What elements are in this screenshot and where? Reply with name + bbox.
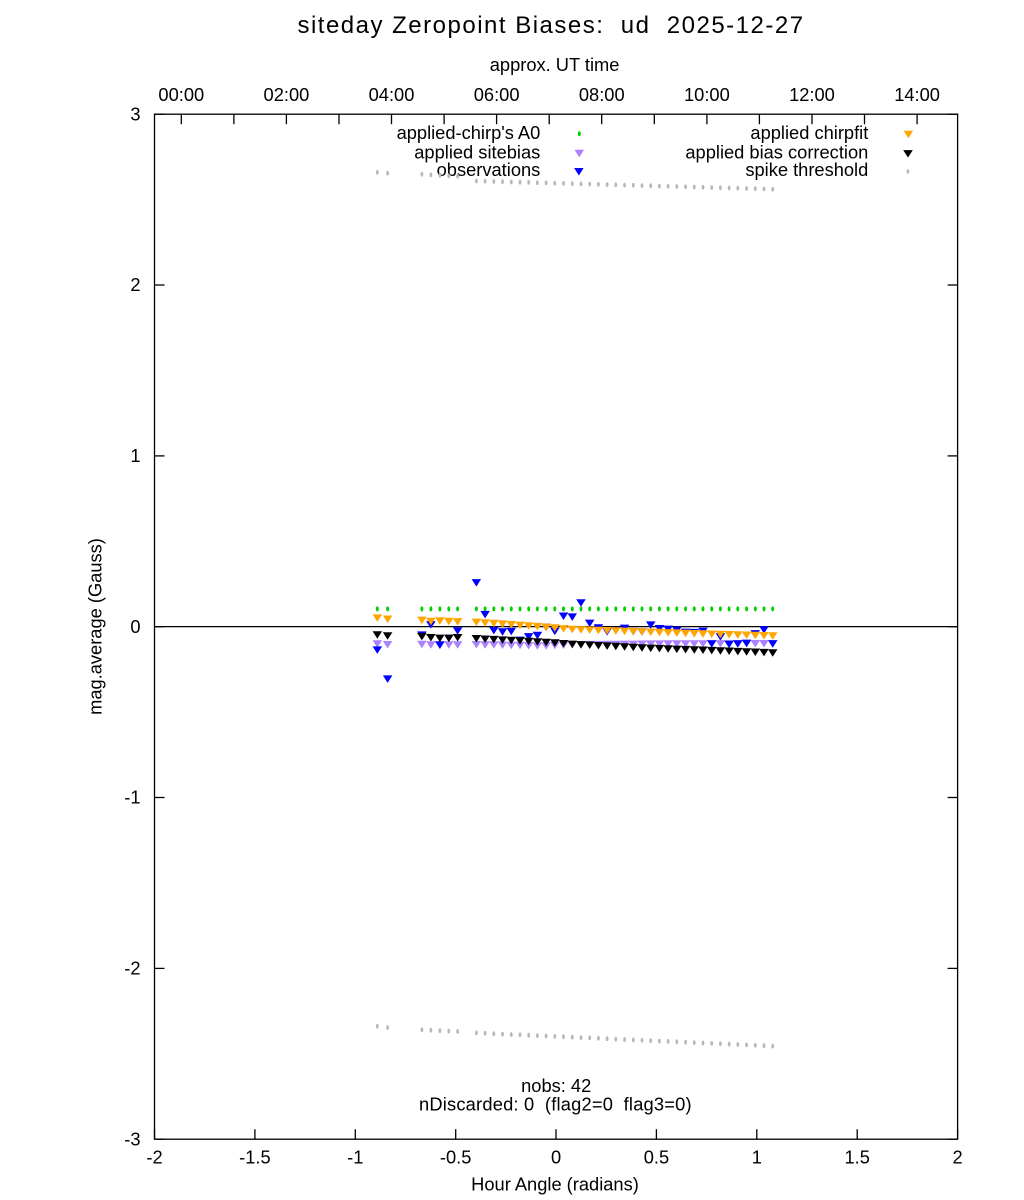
svg-text:applied bias correction: applied bias correction (685, 141, 868, 162)
svg-text:siteday Zeropoint Biases: ud: siteday Zeropoint Biases: ud 2025-12-27 (297, 12, 804, 39)
svg-text:02:00: 02:00 (264, 84, 310, 105)
svg-text:-3: -3 (124, 1128, 140, 1149)
svg-text:0: 0 (551, 1147, 561, 1168)
svg-text:2: 2 (130, 274, 140, 295)
svg-text:3: 3 (130, 103, 140, 124)
svg-text:04:00: 04:00 (369, 84, 415, 105)
svg-text:-1.5: -1.5 (239, 1147, 271, 1168)
svg-text:-2: -2 (146, 1147, 162, 1168)
svg-text:1: 1 (130, 445, 140, 466)
svg-text:0.5: 0.5 (644, 1147, 669, 1168)
svg-text:06:00: 06:00 (474, 84, 520, 105)
svg-text:-0.5: -0.5 (440, 1147, 472, 1168)
svg-text:10:00: 10:00 (684, 84, 730, 105)
svg-text:-1: -1 (124, 787, 140, 808)
svg-text:12:00: 12:00 (789, 84, 835, 105)
svg-text:applied sitebias: applied sitebias (414, 141, 540, 162)
svg-text:Hour Angle (radians): Hour Angle (radians) (471, 1174, 639, 1195)
svg-text:spike threshold: spike threshold (745, 159, 868, 180)
svg-text:14:00: 14:00 (894, 84, 940, 105)
svg-text:2: 2 (953, 1147, 963, 1168)
svg-text:-2: -2 (124, 958, 140, 979)
svg-text:applied-chirp's A0: applied-chirp's A0 (397, 122, 541, 143)
svg-text:0: 0 (130, 616, 140, 637)
svg-text:1: 1 (752, 1147, 762, 1168)
svg-text:08:00: 08:00 (579, 84, 625, 105)
svg-text:approx. UT time: approx. UT time (490, 54, 620, 75)
svg-text:nobs: 42: nobs: 42 (521, 1075, 591, 1096)
svg-text:1.5: 1.5 (845, 1147, 870, 1168)
svg-text:nDiscarded: 0 (flag2=0 flag3: nDiscarded: 0 (flag2=0 flag3=0) (419, 1093, 692, 1114)
svg-text:observations: observations (437, 159, 541, 180)
svg-text:applied chirpfit: applied chirpfit (750, 122, 868, 143)
svg-text:00:00: 00:00 (158, 84, 204, 105)
svg-text:-1: -1 (347, 1147, 363, 1168)
svg-text:mag.average (Gauss): mag.average (Gauss) (85, 538, 106, 715)
